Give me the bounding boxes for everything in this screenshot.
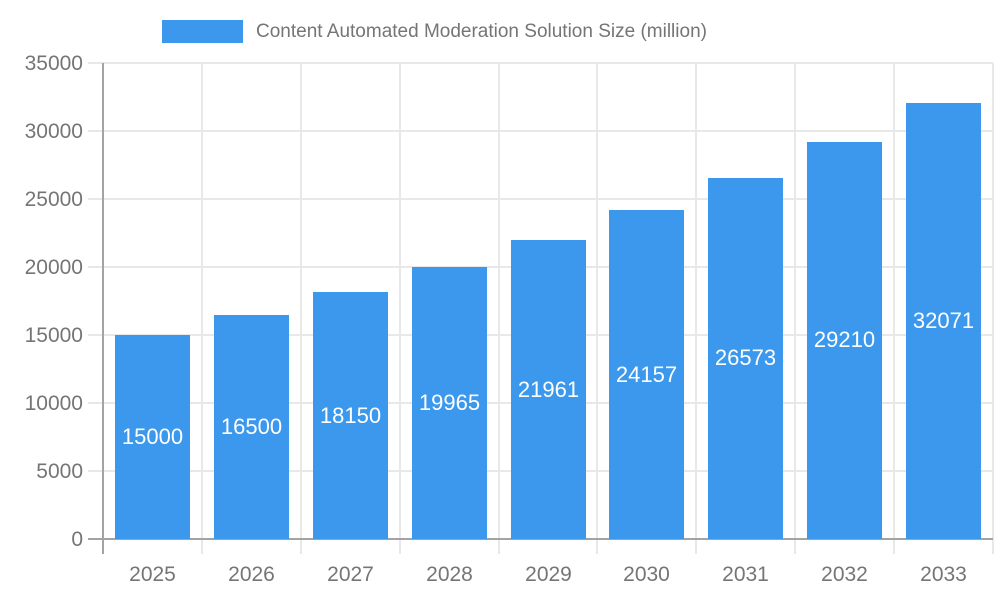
legend-label: Content Automated Moderation Solution Si… — [256, 20, 707, 42]
x-tick-label: 2032 — [821, 563, 868, 586]
h-gridline — [88, 130, 993, 132]
bar — [412, 267, 487, 539]
bar-value-label: 19965 — [418, 390, 481, 415]
bar — [708, 178, 783, 539]
bar — [906, 103, 981, 539]
y-tick-label: 5000 — [36, 460, 83, 483]
y-tick-label: 30000 — [24, 120, 83, 143]
y-axis-line — [102, 63, 104, 554]
v-gridline — [992, 63, 994, 554]
y-tick-label: 15000 — [24, 324, 83, 347]
v-gridline — [300, 63, 302, 554]
bar — [511, 240, 586, 539]
bar — [214, 315, 289, 539]
bar — [609, 210, 684, 539]
y-tick-label: 25000 — [24, 188, 83, 211]
bar — [115, 335, 190, 539]
h-gridline — [88, 198, 993, 200]
x-tick-label: 2027 — [327, 563, 374, 586]
v-gridline — [498, 63, 500, 554]
x-axis-line — [88, 538, 993, 540]
x-tick-label: 2025 — [129, 563, 176, 586]
h-gridline — [88, 62, 993, 64]
x-tick-label: 2026 — [228, 563, 275, 586]
bar-value-label: 26573 — [714, 345, 777, 370]
bar-value-label: 21961 — [517, 377, 580, 402]
v-gridline — [201, 63, 203, 554]
x-tick-label: 2029 — [525, 563, 572, 586]
x-tick-label: 2033 — [920, 563, 967, 586]
x-tick-label: 2030 — [623, 563, 670, 586]
legend: Content Automated Moderation Solution Si… — [162, 20, 707, 43]
v-gridline — [695, 63, 697, 554]
bar — [807, 142, 882, 539]
v-gridline — [399, 63, 401, 554]
bar-value-label: 29210 — [813, 327, 876, 352]
y-tick-label: 0 — [71, 528, 83, 551]
bar — [313, 292, 388, 539]
bar-value-label: 24157 — [615, 362, 678, 387]
legend-swatch — [162, 20, 243, 43]
x-tick-label: 2028 — [426, 563, 473, 586]
x-tick-label: 2031 — [722, 563, 769, 586]
bar-value-label: 15000 — [121, 424, 184, 449]
y-tick-label: 20000 — [24, 256, 83, 279]
v-gridline — [794, 63, 796, 554]
bar-value-label: 32071 — [912, 308, 975, 333]
y-tick-label: 10000 — [24, 392, 83, 415]
v-gridline — [893, 63, 895, 554]
bar-value-label: 16500 — [220, 414, 283, 439]
bar-value-label: 18150 — [319, 403, 382, 428]
y-tick-label: 35000 — [24, 52, 83, 75]
v-gridline — [596, 63, 598, 554]
